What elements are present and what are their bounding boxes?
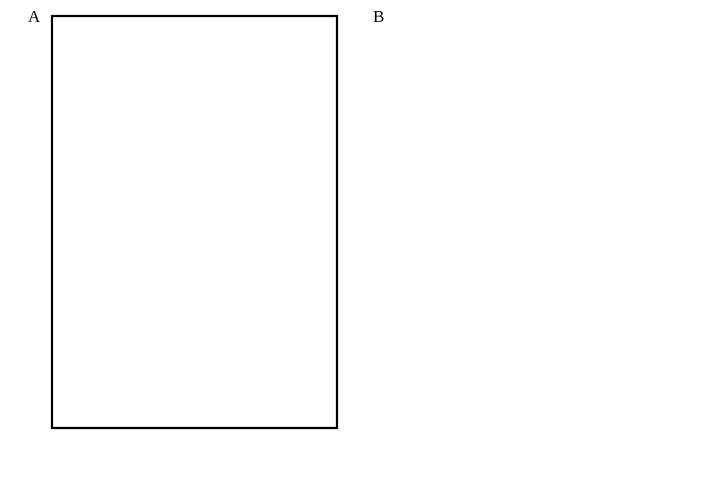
panel-a-plot-area (50, 14, 339, 430)
panel-b-svg: B (373, 7, 384, 26)
panel-a-label: A (28, 7, 41, 26)
panel-b-label: B (373, 7, 384, 26)
panel-a-svg: A (28, 7, 339, 430)
panel-b: B (361, 0, 723, 479)
panel-a: A (28, 7, 339, 430)
plot-frame (50, 14, 339, 430)
